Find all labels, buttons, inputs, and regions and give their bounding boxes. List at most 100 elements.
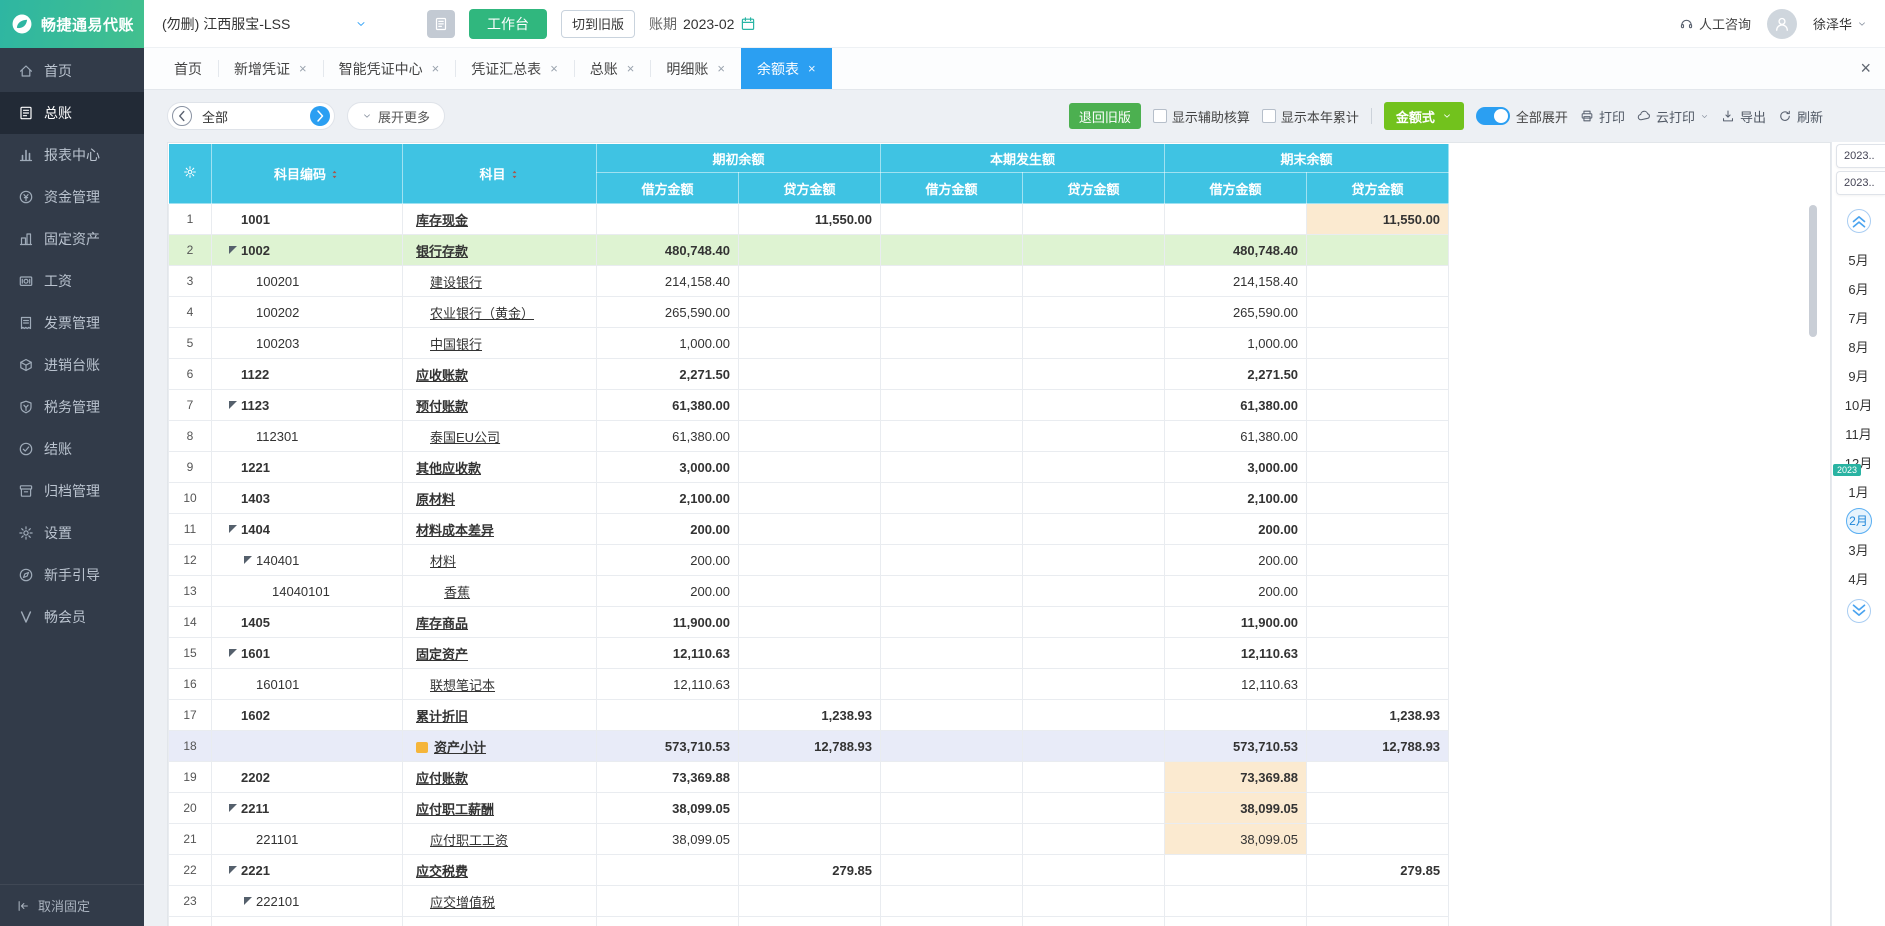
show-ytd-checkbox[interactable]: 显示本年累计 <box>1261 107 1359 126</box>
expand-toggle-icon[interactable] <box>229 648 237 657</box>
print-button[interactable]: 打印 <box>1580 107 1625 126</box>
subject-link[interactable]: 其他应收款 <box>416 460 482 476</box>
period-selector[interactable]: 账期 2023-02 <box>649 14 756 34</box>
voucher-note-button[interactable] <box>427 9 455 38</box>
expand-toggle-icon[interactable] <box>229 245 237 254</box>
table-row[interactable]: 15 1601 固定资产 12,110.63 12,110.63 <box>168 637 1450 669</box>
scroll-down-button[interactable] <box>1846 599 1871 623</box>
next-match-icon[interactable] <box>310 106 330 126</box>
tab-item[interactable]: 首页 <box>158 48 218 89</box>
tab-item[interactable]: 总账 × <box>573 48 651 89</box>
subject-link[interactable]: 累计折旧 <box>416 708 469 724</box>
table-row[interactable]: 2 1002 银行存款 480,748.40 480,748.40 <box>168 234 1450 266</box>
table-row[interactable]: 5 100203 中国银行 1,000.00 1,000.00 <box>168 327 1450 359</box>
tab-close-icon[interactable]: × <box>299 61 307 76</box>
table-row[interactable]: 7 1123 预付账款 61,380.00 61,380.00 <box>168 389 1450 421</box>
vertical-scrollbar[interactable] <box>1809 205 1817 337</box>
table-settings-button[interactable] <box>168 143 212 204</box>
export-button[interactable]: 导出 <box>1721 107 1766 126</box>
period-month[interactable]: 8月 <box>1832 332 1885 361</box>
sidebar-item[interactable]: 归档管理 <box>0 470 144 512</box>
subject-link[interactable]: 材料成本差异 <box>416 522 495 538</box>
subject-link[interactable]: 银行存款 <box>416 243 469 259</box>
expand-toggle-icon[interactable] <box>244 896 252 905</box>
checkbox-icon[interactable] <box>1261 109 1276 123</box>
period-month-current[interactable]: 2月 <box>1832 506 1885 535</box>
sidebar-item[interactable]: 进销台账 <box>0 344 144 386</box>
table-row[interactable]: 9 1221 其他应收款 3,000.00 3,000.00 <box>168 451 1450 483</box>
period-tab[interactable]: 2023.. <box>1836 144 1885 168</box>
tab-close-icon[interactable]: × <box>550 61 558 76</box>
period-month[interactable]: 4月 <box>1832 564 1885 593</box>
avatar[interactable] <box>1766 8 1797 39</box>
table-row[interactable]: 1 1001 库存现金 11,550.00 11,550.00 <box>168 203 1450 235</box>
subject-search[interactable]: 全部 <box>167 102 335 130</box>
scroll-up-button[interactable] <box>1846 209 1871 233</box>
sort-icon[interactable] <box>329 169 340 180</box>
tab-close-icon[interactable]: × <box>717 61 725 76</box>
period-month[interactable]: 6月 <box>1832 274 1885 303</box>
tab-close-icon[interactable]: × <box>431 61 440 76</box>
subject-link[interactable]: 库存现金 <box>416 212 469 228</box>
subject-link[interactable]: 库存商品 <box>416 615 469 631</box>
gear-icon[interactable] <box>183 165 197 179</box>
table-row[interactable]: 14 1405 库存商品 11,900.00 11,900.00 <box>168 606 1450 638</box>
table-row[interactable]: 10 1403 原材料 2,100.00 2,100.00 <box>168 482 1450 514</box>
table-row[interactable]: 16 160101 联想笔记本 12,110.63 12,110.63 <box>168 668 1450 700</box>
table-row[interactable]: 8 112301 泰国EU公司 61,380.00 61,380.00 <box>168 420 1450 452</box>
table-row[interactable]: 19 2202 应付账款 73,369.88 73,369.88 <box>168 761 1450 793</box>
column-header-subject[interactable]: 科目 <box>402 143 597 204</box>
sidebar-item[interactable]: 税务管理 <box>0 386 144 428</box>
expand-all-toggle[interactable]: 全部展开 <box>1475 107 1568 126</box>
subject-link[interactable]: 香蕉 <box>444 584 471 600</box>
subject-link[interactable]: 固定资产 <box>416 646 469 662</box>
column-header-code[interactable]: 科目编码 <box>211 143 403 204</box>
subject-link[interactable]: 原材料 <box>416 491 456 507</box>
table-row[interactable]: 21 221101 应付职工工资 38,099.05 38,099.05 <box>168 823 1450 855</box>
tab-close-icon[interactable]: × <box>807 61 816 76</box>
table-row[interactable]: 17 1602 累计折旧 1,238.93 1,238.93 <box>168 699 1450 731</box>
table-row[interactable]: 18 资产小计 573,710.53 12,788.93 573,710.53 12,78… <box>168 730 1450 762</box>
tab-item[interactable]: 明细账 × <box>650 48 741 89</box>
toggle-switch[interactable] <box>1475 107 1510 125</box>
back-old-version-button[interactable]: 退回旧版 <box>1068 103 1141 129</box>
tab-item[interactable]: 余额表 × <box>740 48 832 89</box>
period-month[interactable]: 9月 <box>1832 361 1885 390</box>
show-auxiliary-checkbox[interactable]: 显示辅助核算 <box>1152 107 1250 126</box>
subject-link[interactable]: 中国银行 <box>430 336 483 352</box>
period-month[interactable]: 7月 <box>1832 303 1885 332</box>
sort-icon[interactable] <box>509 169 520 180</box>
table-row[interactable]: 20 2211 应付职工薪酬 38,099.05 38,099.05 <box>168 792 1450 824</box>
period-month[interactable]: 1月 <box>1832 477 1885 506</box>
close-all-icon[interactable]: × <box>1860 58 1871 78</box>
table-row[interactable]: 23 222101 应交增值税 <box>168 885 1450 917</box>
expand-toggle-icon[interactable] <box>244 555 252 564</box>
expand-more-button[interactable]: 展开更多 <box>347 102 446 130</box>
sidebar-item[interactable]: 固定资产 <box>0 218 144 260</box>
tab-item[interactable]: 凭证汇总表 × <box>455 48 574 89</box>
table-row[interactable]: 12 140401 材料 200.00 200.00 <box>168 544 1450 576</box>
company-select[interactable]: (勿删) 江西服宝-LSS <box>162 14 367 34</box>
table-row[interactable]: 3 100201 建设银行 214,158.40 214,158.40 <box>168 265 1450 297</box>
table-row[interactable]: 6 1122 应收账款 2,271.50 2,271.50 <box>168 358 1450 390</box>
period-month[interactable]: 11月 <box>1832 419 1885 448</box>
amount-style-button[interactable]: 金额式 <box>1383 102 1464 130</box>
subject-link[interactable]: 资产小计 <box>434 739 487 755</box>
cloud-print-button[interactable]: 云打印 <box>1637 107 1709 126</box>
subject-link[interactable]: 应收账款 <box>416 367 469 383</box>
expand-toggle-icon[interactable] <box>229 803 237 812</box>
prev-match-icon[interactable] <box>172 106 192 126</box>
subject-link[interactable]: 农业银行（黄金） <box>430 305 535 321</box>
support-button[interactable]: 人工咨询 <box>1679 14 1751 33</box>
subject-link[interactable]: 应交增值税 <box>430 894 496 910</box>
period-month[interactable]: 3月 <box>1832 535 1885 564</box>
workbench-button[interactable]: 工作台 <box>469 8 547 39</box>
switch-old-version-button[interactable]: 切到旧版 <box>561 9 636 38</box>
sidebar-item[interactable]: 报表中心 <box>0 134 144 176</box>
subject-link[interactable]: 建设银行 <box>430 274 483 290</box>
sidebar-item[interactable]: 结账 <box>0 428 144 470</box>
sidebar-item[interactable]: 首页 <box>0 50 144 92</box>
expand-toggle-icon[interactable] <box>229 524 237 533</box>
expand-toggle-icon[interactable] <box>229 400 237 409</box>
subject-link[interactable]: 联想笔记本 <box>430 677 496 693</box>
